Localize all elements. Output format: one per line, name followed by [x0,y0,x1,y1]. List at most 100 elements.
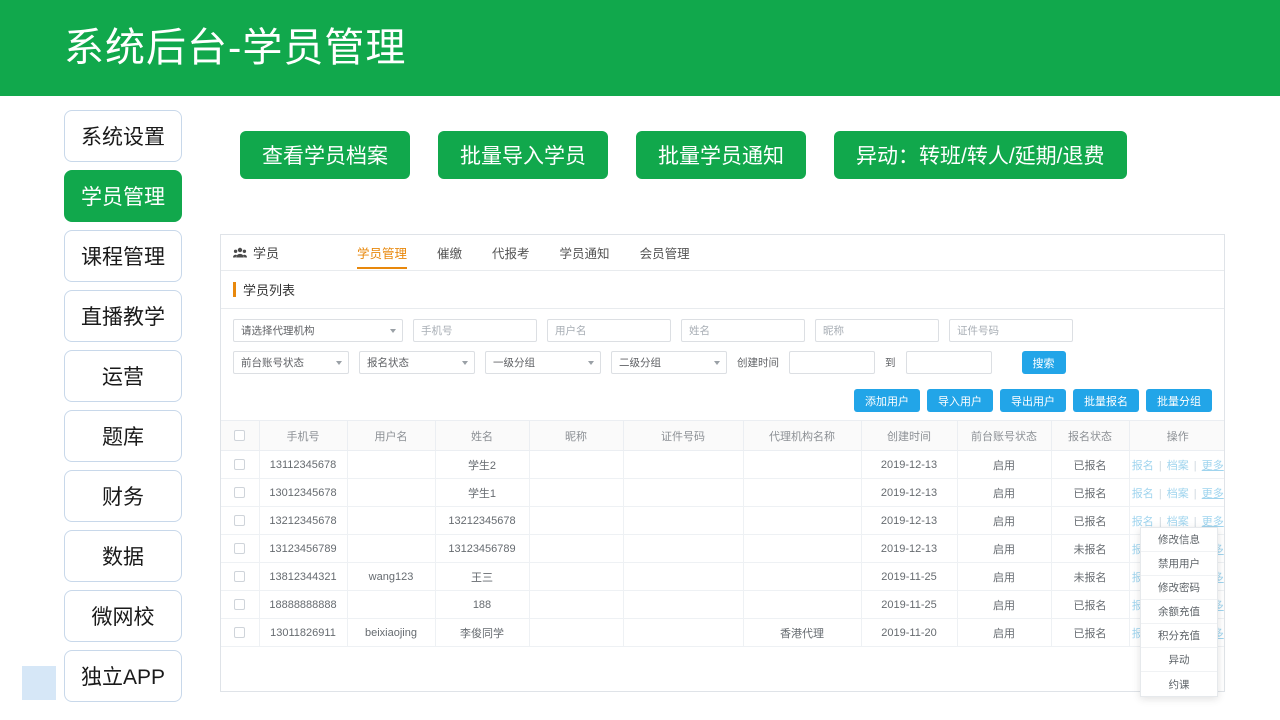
nickname-input[interactable]: 昵称 [815,319,939,342]
op-enroll-link[interactable]: 报名 [1131,459,1154,472]
action-button-1[interactable]: 批量导入学员 [438,131,608,179]
tab-3[interactable]: 学员通知 [559,247,610,261]
cell-created: 2019-12-13 [861,506,958,535]
ops-button-4[interactable]: 批量分组 [1146,389,1212,412]
checkbox-icon[interactable] [234,430,246,442]
nickname-input-placeholder: 昵称 [823,325,844,337]
group-level2-select[interactable]: 二级分组 [611,351,727,374]
phone-input[interactable]: 手机号 [413,319,537,342]
group-level1-select[interactable]: 一级分组 [485,351,601,374]
action-button-2[interactable]: 批量学员通知 [636,131,806,179]
sidebar-item-0[interactable]: 系统设置 [64,110,182,162]
account-status-select[interactable]: 前台账号状态 [233,351,349,374]
op-enroll-link[interactable]: 报名 [1131,515,1154,528]
cell-username [347,534,436,563]
checkbox-icon[interactable] [234,487,246,499]
row-checkbox-cell[interactable] [221,534,260,563]
dropdown-item-4[interactable]: 积分充值 [1141,624,1217,648]
cell-operations: 报名 | 档案 | 更多 [1129,450,1224,479]
sidebar-item-3[interactable]: 直播教学 [64,290,182,342]
column-header-1: 手机号 [259,420,348,451]
cell-name: 学生1 [435,478,530,507]
chevron-down-icon [714,360,720,365]
row-checkbox-cell[interactable] [221,618,260,647]
sidebar-item-5[interactable]: 题库 [64,410,182,462]
search-button[interactable]: 搜索 [1021,351,1066,374]
dropdown-item-6[interactable]: 约课 [1168,678,1190,691]
action-button-0[interactable]: 查看学员档案 [240,131,410,179]
cell-name: 李俊同学 [435,618,530,647]
agency-select-value: 请选择代理机构 [241,325,315,337]
cell-nickname [529,478,624,507]
dropdown-item-2[interactable]: 修改密码 [1141,576,1217,600]
tab-4[interactable]: 会员管理 [639,247,690,261]
op-archive-link[interactable]: 档案 [1166,515,1189,528]
name-input[interactable]: 姓名 [681,319,805,342]
cell-nickname [529,450,624,479]
tab-2[interactable]: 代报考 [492,247,530,261]
sidebar-item-1[interactable]: 学员管理 [64,170,182,222]
dropdown-item-3[interactable]: 余额充值 [1141,600,1217,624]
create-time-to-input[interactable] [905,351,992,374]
row-checkbox-cell[interactable] [221,562,260,591]
cell-created: 2019-11-25 [861,562,958,591]
op-more-link[interactable]: 更多 [1201,515,1224,528]
row-checkbox-cell[interactable] [221,590,260,619]
enroll-status-select[interactable]: 报名状态 [359,351,475,374]
sidebar-item-label: 数据 [102,546,144,569]
action-button-3[interactable]: 异动：转班/转人/延期/退费 [834,131,1127,179]
row-checkbox-cell[interactable] [221,478,260,507]
ops-button-1[interactable]: 导入用户 [927,389,993,412]
cell-agency [743,450,862,479]
select-all-checkbox[interactable] [221,420,260,451]
cell-name: 13123456789 [435,534,530,563]
ops-button-2[interactable]: 导出用户 [1000,389,1066,412]
cell-phone: 13212345678 [259,506,348,535]
sidebar-item-2[interactable]: 课程管理 [64,230,182,282]
sidebar-item-9[interactable]: 独立APP [64,650,182,702]
cell-agency: 香港代理 [743,618,862,647]
dropdown-item-1[interactable]: 禁用用户 [1141,552,1217,576]
tab-1[interactable]: 催缴 [437,247,463,261]
filter-row-2: 前台账号状态 报名状态 一级分组 二级分组 创建时间 [233,351,1212,374]
section-title: 学员列表 [243,283,296,298]
sidebar-item-8[interactable]: 微网校 [64,590,182,642]
sidebar-item-6[interactable]: 财务 [64,470,182,522]
checkbox-icon[interactable] [234,627,246,639]
username-input-placeholder: 用户名 [555,325,587,337]
op-more-link[interactable]: 更多 [1201,459,1224,472]
tab-0[interactable]: 学员管理 [357,235,408,271]
row-checkbox-cell[interactable] [221,450,260,479]
dropdown-item-0[interactable]: 修改信息 [1141,528,1217,552]
op-enroll-link[interactable]: 报名 [1131,487,1154,500]
group-level1-select-value: 一级分组 [493,357,535,369]
cell-idcard [623,590,744,619]
cell-enroll-status: 已报名 [1051,618,1130,647]
table-row: 13012345678 学生1 2019-12-13 启用 已报名 报名 | 档案 | 更… [221,478,1224,507]
idcard-input[interactable]: 证件号码 [949,319,1073,342]
checkbox-icon[interactable] [234,599,246,611]
ops-button-3[interactable]: 批量报名 [1073,389,1139,412]
username-input[interactable]: 用户名 [547,319,671,342]
checkbox-icon[interactable] [234,515,246,527]
table-row: 13212345678 13212345678 2019-12-13 启用 已报名 报名 … [221,506,1224,535]
sidebar-item-4[interactable]: 运营 [64,350,182,402]
student-admin-panel: 学员 学员管理 催缴 代报考 学员通知 会员管理 学员列表 请选择代理机构 手机号 用户… [220,234,1225,692]
dropdown-item-5[interactable]: 异动 [1141,648,1217,672]
create-time-from-input[interactable] [789,351,875,374]
op-more-link[interactable]: 更多 [1201,487,1224,500]
row-checkbox-cell[interactable] [221,506,260,535]
checkbox-icon[interactable] [234,459,246,471]
ops-button-0[interactable]: 添加用户 [854,389,920,412]
cell-phone: 13112345678 [259,450,348,479]
op-archive-link[interactable]: 档案 [1166,487,1189,500]
agency-select[interactable]: 请选择代理机构 [233,319,403,342]
checkbox-icon[interactable] [234,543,246,555]
op-archive-link[interactable]: 档案 [1166,459,1189,472]
table-body: 13112345678 学生2 2019-12-13 启用 已报名 报名 | 档案 | 更… [221,450,1224,647]
column-header-4: 昵称 [529,420,624,451]
cell-nickname [529,618,624,647]
sidebar-item-7[interactable]: 数据 [64,530,182,582]
checkbox-icon[interactable] [234,571,246,583]
cell-enroll-status: 已报名 [1051,590,1130,619]
